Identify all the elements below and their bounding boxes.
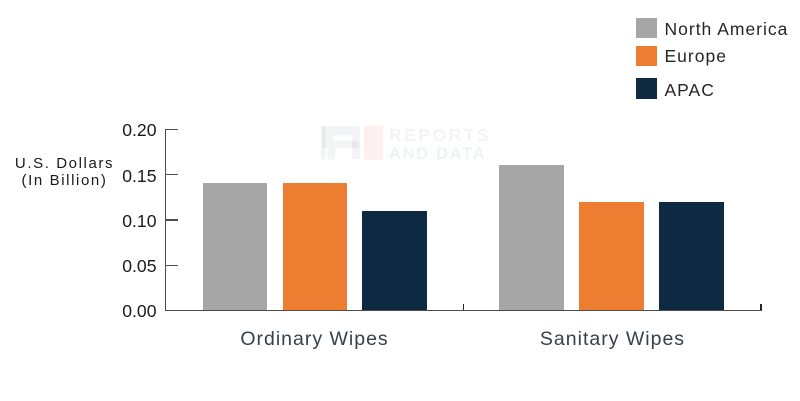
svg-text:REPORTS: REPORTS: [389, 125, 491, 145]
svg-text:AND DATA: AND DATA: [389, 145, 486, 163]
